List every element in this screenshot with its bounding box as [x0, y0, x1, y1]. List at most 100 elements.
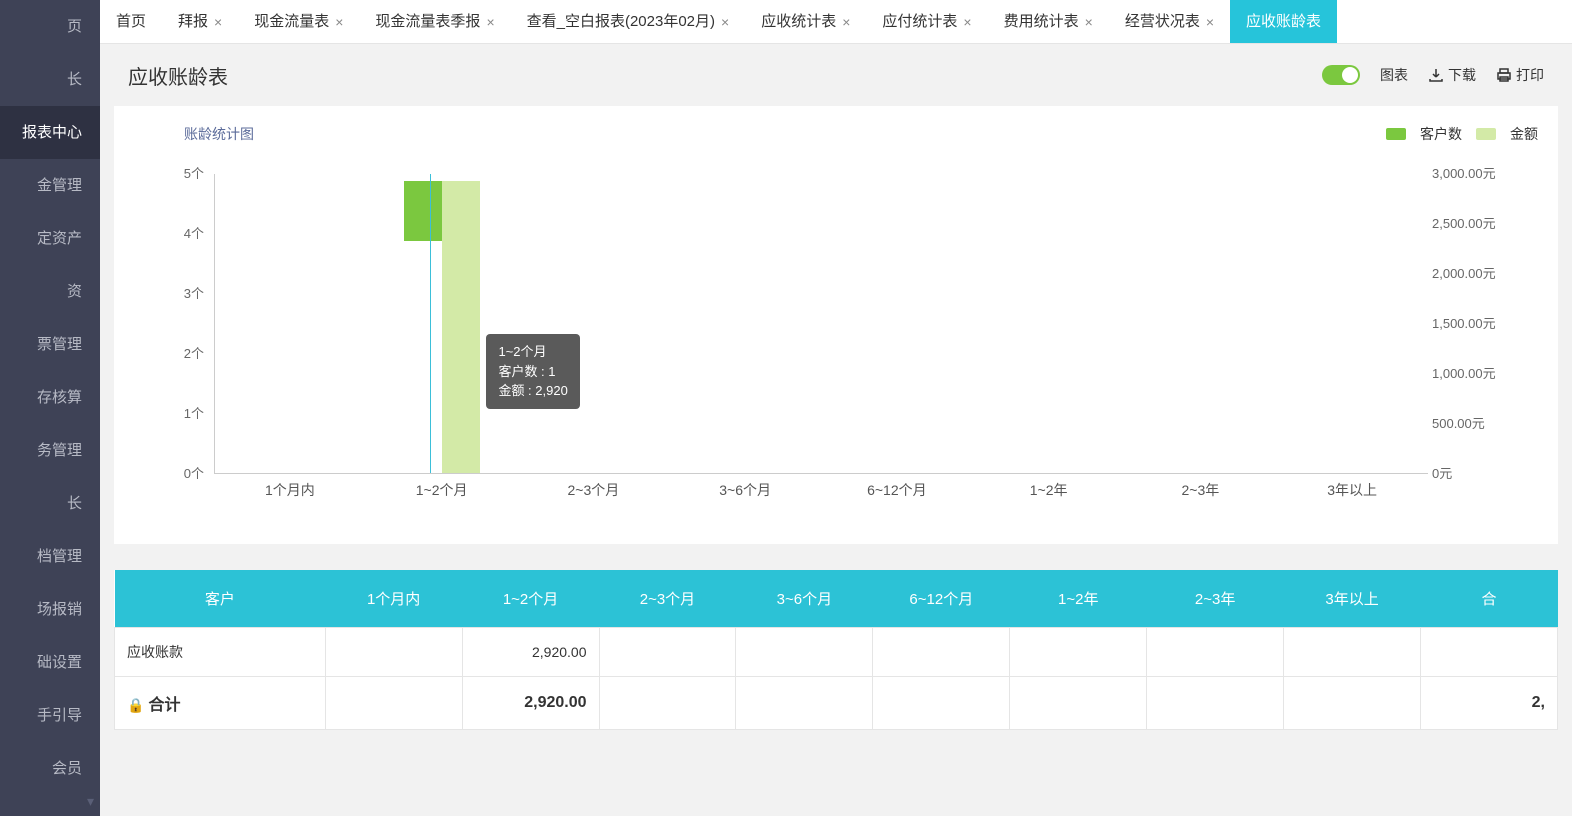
cell [1147, 628, 1284, 677]
tooltip-line: 金额 : 2,920 [498, 381, 567, 401]
y-tick-right: 2,500.00元 [1432, 213, 1496, 232]
tab[interactable]: 首页 [100, 0, 162, 43]
table-header: 2~3个月 [599, 570, 736, 628]
tab[interactable]: 费用统计表× [988, 0, 1109, 43]
table-header: 合 [1421, 570, 1558, 628]
x-tick: 2~3个月 [518, 474, 670, 514]
cell [325, 628, 462, 677]
total-cell [325, 677, 462, 730]
tab-label: 应付统计表 [882, 0, 957, 44]
x-tick: 3~6个月 [669, 474, 821, 514]
total-cell [1010, 677, 1147, 730]
page: 应收账龄表 图表 下载 打印 账龄统计图 客户数金额 0个1个2个3个4个5个 … [100, 44, 1572, 816]
y-tick-right: 1,000.00元 [1432, 363, 1496, 382]
y-axis-right: 0元500.00元1,000.00元1,500.00元2,000.00元2,50… [1428, 174, 1518, 474]
total-cell [1147, 677, 1284, 730]
legend-swatch [1476, 128, 1496, 140]
table-header: 1~2个月 [462, 570, 599, 628]
sidebar-item[interactable]: 报表中心 [0, 106, 100, 159]
cell [1284, 628, 1421, 677]
tab-bar: 首页拜报×现金流量表×现金流量表季报×查看_空白报表(2023年02月)×应收统… [100, 0, 1572, 44]
cell [873, 628, 1010, 677]
sidebar-item[interactable]: 务管理 [0, 424, 100, 477]
chart-plot: 0个1个2个3个4个5个 0元500.00元1,000.00元1,500.00元… [174, 174, 1518, 514]
scroll-down-icon[interactable]: ▾ [87, 793, 94, 810]
tab[interactable]: 拜报× [162, 0, 238, 43]
total-cell: 2,920.00 [462, 677, 599, 730]
tab-label: 查看_空白报表(2023年02月) [527, 0, 715, 44]
sidebar-item[interactable]: 票管理 [0, 318, 100, 371]
sidebar-item[interactable]: 资 [0, 265, 100, 318]
cell [736, 628, 873, 677]
table-header: 6~12个月 [873, 570, 1010, 628]
x-tick: 2~3年 [1125, 474, 1277, 514]
table-header: 2~3年 [1147, 570, 1284, 628]
download-button[interactable]: 下载 [1428, 65, 1476, 85]
chart-toggle-switch[interactable] [1322, 65, 1360, 85]
y-tick-left: 5个 [184, 163, 204, 182]
y-tick-left: 1个 [184, 403, 204, 422]
y-tick-right: 0元 [1432, 463, 1452, 482]
print-button[interactable]: 打印 [1496, 65, 1544, 85]
tab[interactable]: 现金流量表季报× [359, 0, 510, 43]
tab-label: 拜报 [178, 0, 208, 44]
tab[interactable]: 现金流量表× [238, 0, 359, 43]
legend-label: 金额 [1510, 124, 1538, 144]
tab[interactable]: 经营状况表× [1109, 0, 1230, 43]
total-label: 🔒合计 [115, 677, 326, 730]
total-cell [599, 677, 736, 730]
chart-card: 账龄统计图 客户数 金额 0个1个2个3个4个5个 0元500.00元1,000.… [114, 106, 1558, 544]
print-label: 打印 [1516, 65, 1544, 85]
sidebar-item[interactable]: 会员 [0, 742, 100, 795]
close-icon[interactable]: × [486, 0, 494, 44]
table-row: 应收账款2,920.00 [115, 628, 1558, 677]
sidebar-item[interactable]: 手引导 [0, 689, 100, 742]
sidebar-item[interactable]: 础设置 [0, 636, 100, 689]
close-icon[interactable]: × [721, 0, 729, 44]
hover-line [430, 174, 431, 473]
tooltip-line: 客户数 : 1 [498, 362, 567, 382]
x-tick: 3年以上 [1276, 474, 1428, 514]
tab[interactable]: 应收统计表× [745, 0, 866, 43]
close-icon[interactable]: × [963, 0, 971, 44]
table-total-row: 🔒合计2,920.002, [115, 677, 1558, 730]
legend-label: 客户数 [1420, 124, 1462, 144]
sidebar-item[interactable]: 存核算 [0, 371, 100, 424]
tab[interactable]: 查看_空白报表(2023年02月)× [511, 0, 746, 43]
plot-area: 1~2个月客户数 : 1金额 : 2,920 [214, 174, 1428, 474]
x-axis: 1个月内1~2个月2~3个月3~6个月6~12个月1~2年2~3年3年以上 [214, 474, 1428, 514]
bar-amount[interactable] [442, 181, 480, 473]
tab-label: 现金流量表 [254, 0, 329, 44]
tab-label: 经营状况表 [1125, 0, 1200, 44]
y-axis-left: 0个1个2个3个4个5个 [174, 174, 214, 474]
sidebar-item[interactable]: 档管理 [0, 530, 100, 583]
chart-legend: 客户数 金额 [1386, 124, 1538, 144]
print-icon [1496, 67, 1512, 83]
close-icon[interactable]: × [842, 0, 850, 44]
tab-label: 费用统计表 [1004, 0, 1079, 44]
sidebar-item[interactable]: 长 [0, 53, 100, 106]
bar-group [404, 181, 480, 473]
close-icon[interactable]: × [1085, 0, 1093, 44]
sidebar-item[interactable]: 页 [0, 0, 100, 53]
close-icon[interactable]: × [1206, 0, 1214, 44]
chart-title: 账龄统计图 [184, 124, 1518, 144]
download-label: 下载 [1448, 65, 1476, 85]
y-tick-right: 2,000.00元 [1432, 263, 1496, 282]
lock-icon: 🔒 [127, 697, 144, 713]
sidebar-item[interactable]: 金管理 [0, 159, 100, 212]
aging-table: 客户1个月内1~2个月2~3个月3~6个月6~12个月1~2年2~3年3年以上合… [114, 570, 1558, 730]
table-wrap: 客户1个月内1~2个月2~3个月3~6个月6~12个月1~2年2~3年3年以上合… [114, 570, 1558, 730]
table-header: 3年以上 [1284, 570, 1421, 628]
sidebar-item[interactable]: 长 [0, 477, 100, 530]
sidebar-item[interactable]: 定资产 [0, 212, 100, 265]
tab[interactable]: 应付统计表× [866, 0, 987, 43]
chart-toggle-label: 图表 [1380, 65, 1408, 85]
sidebar-item[interactable]: 场报销 [0, 583, 100, 636]
table-header: 客户 [115, 570, 326, 628]
close-icon[interactable]: × [335, 0, 343, 44]
tab[interactable]: 应收账龄表 [1230, 0, 1337, 43]
y-tick-left: 0个 [184, 463, 204, 482]
close-icon[interactable]: × [214, 0, 222, 44]
bar-customers[interactable] [404, 181, 442, 241]
